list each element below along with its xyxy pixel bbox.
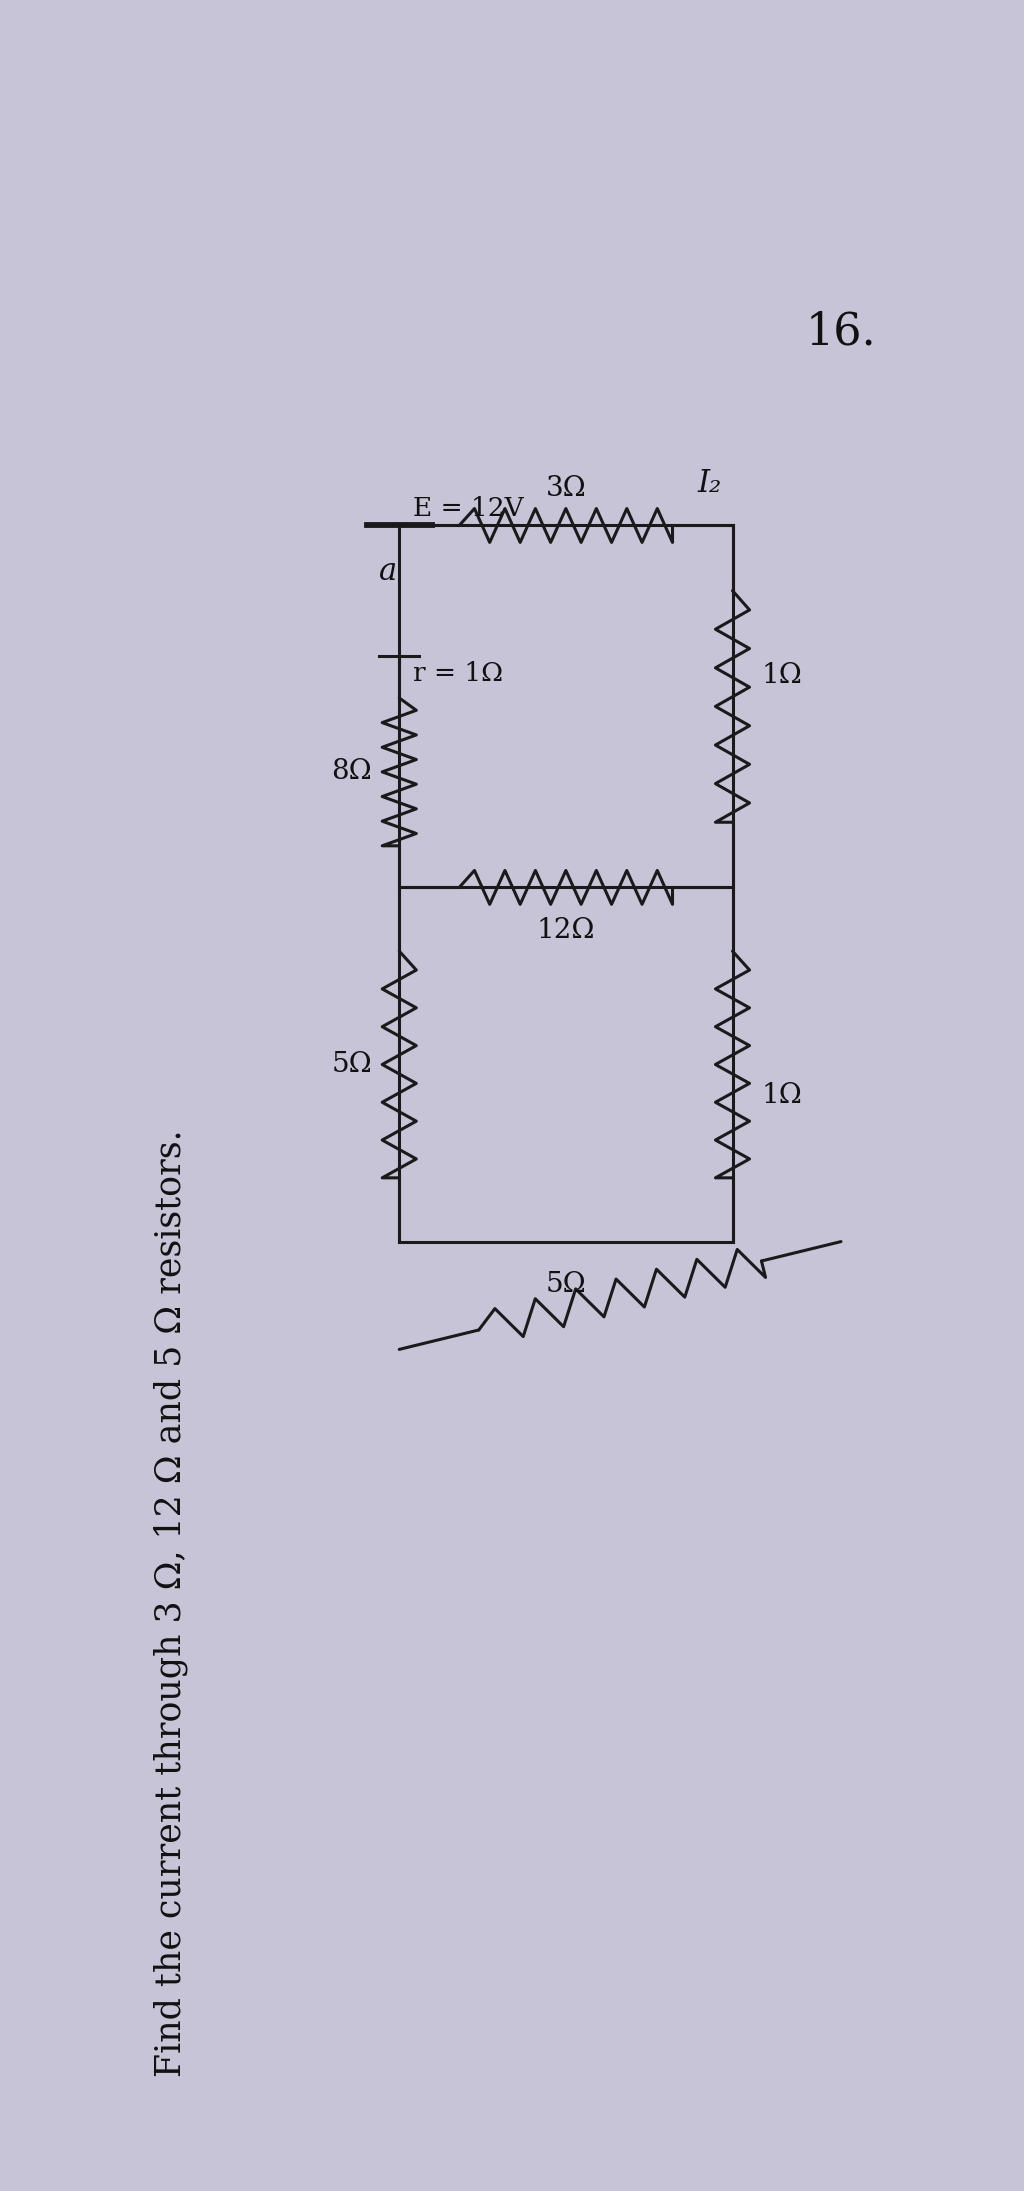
Text: 5Ω: 5Ω [332,1052,372,1078]
Text: 5Ω: 5Ω [546,1271,586,1297]
Text: Find the current through 3 Ω, 12 Ω and 5 Ω resistors.: Find the current through 3 Ω, 12 Ω and 5… [154,1131,187,2077]
Text: 1Ω: 1Ω [762,1082,803,1109]
Text: I₂: I₂ [697,467,721,500]
Text: 8Ω: 8Ω [332,758,372,784]
Text: a: a [379,557,396,587]
Text: E = 12V: E = 12V [414,495,524,521]
Text: r = 1Ω: r = 1Ω [414,662,504,686]
Text: 12Ω: 12Ω [537,916,595,944]
Text: 3Ω: 3Ω [546,475,586,502]
Text: 16.: 16. [806,309,877,353]
Text: 1Ω: 1Ω [762,662,803,690]
